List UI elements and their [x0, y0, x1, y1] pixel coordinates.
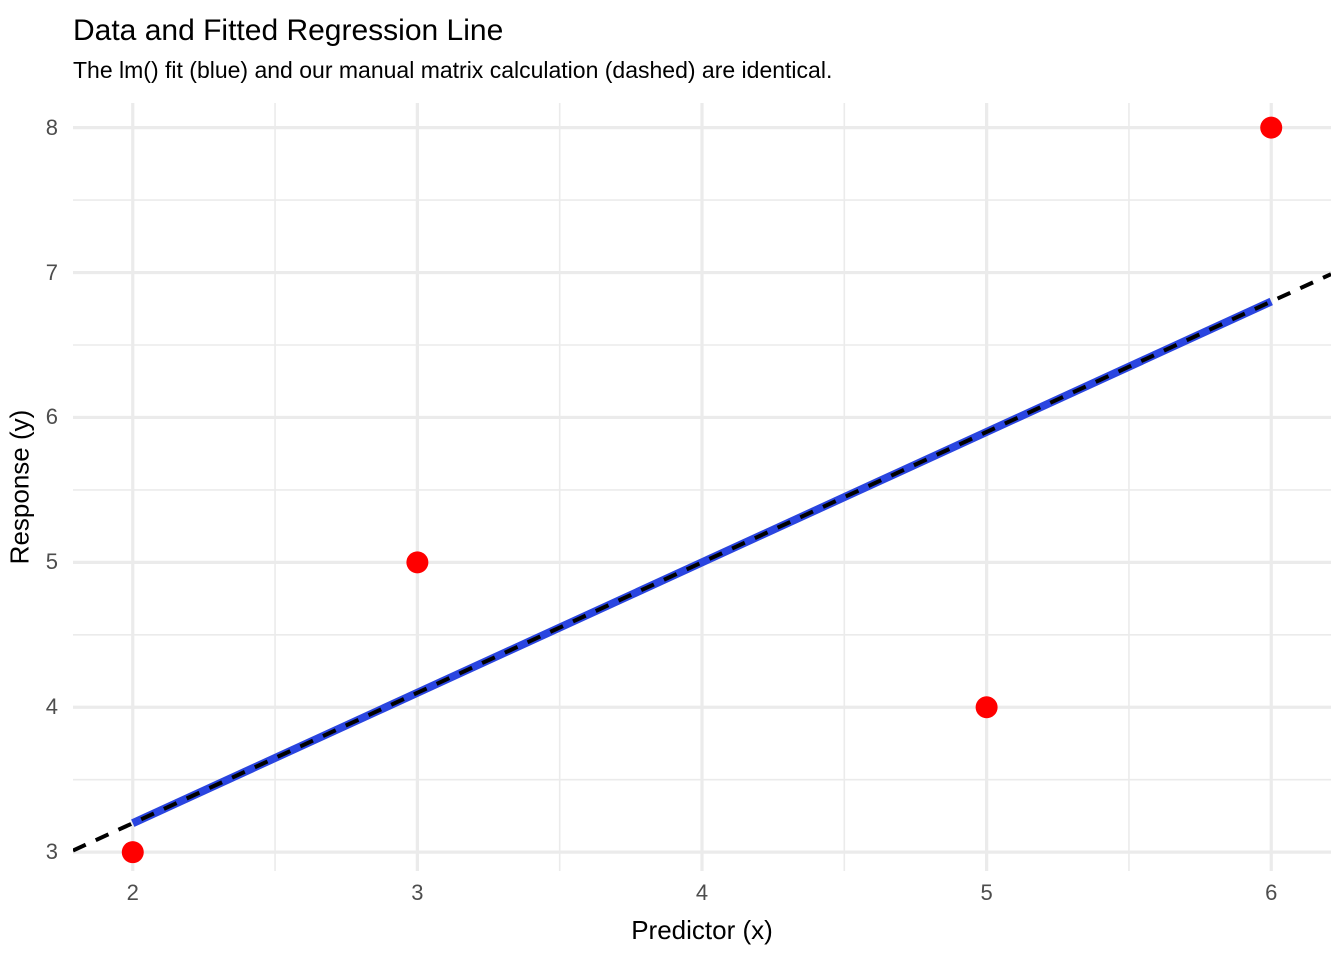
plot-data-layer: [73, 116, 1331, 864]
x-axis-tick-label: 5: [980, 880, 993, 905]
y-axis-tick-labels: 3 4 5 6 7 8: [0, 103, 58, 871]
y-axis-tick-label: 5: [45, 549, 58, 575]
gridlines: [73, 103, 1331, 871]
x-axis-tick-label: 4: [695, 880, 709, 905]
chart-subtitle: The lm() fit (blue) and our manual matri…: [73, 57, 833, 83]
y-axis-title: Response (y): [4, 409, 35, 565]
x-axis-tick-label: 6: [1265, 880, 1278, 905]
plot-panel: [73, 103, 1331, 871]
x-axis-tick-label: 3: [411, 880, 424, 905]
y-axis-tick-label: 8: [45, 114, 58, 140]
y-axis-tick-label: 6: [45, 404, 58, 430]
data-point[interactable]: [121, 841, 144, 864]
regression-line-dashed: [73, 272, 1331, 853]
x-axis-title: Predictor (x): [631, 915, 773, 945]
data-point[interactable]: [1260, 116, 1283, 139]
x-axis-tick-labels: 2 3 4 5 6: [73, 880, 1331, 910]
y-axis-tick-label: 3: [45, 839, 58, 865]
x-axis-tick-label: 2: [126, 880, 139, 905]
data-point[interactable]: [975, 696, 998, 719]
data-point[interactable]: [406, 551, 429, 574]
y-axis-tick-label: 4: [45, 694, 58, 720]
y-axis-tick-label: 7: [45, 259, 58, 285]
chart-title: Data and Fitted Regression Line: [73, 14, 504, 47]
y-axis-title-wrap: Response (y): [0, 103, 40, 871]
